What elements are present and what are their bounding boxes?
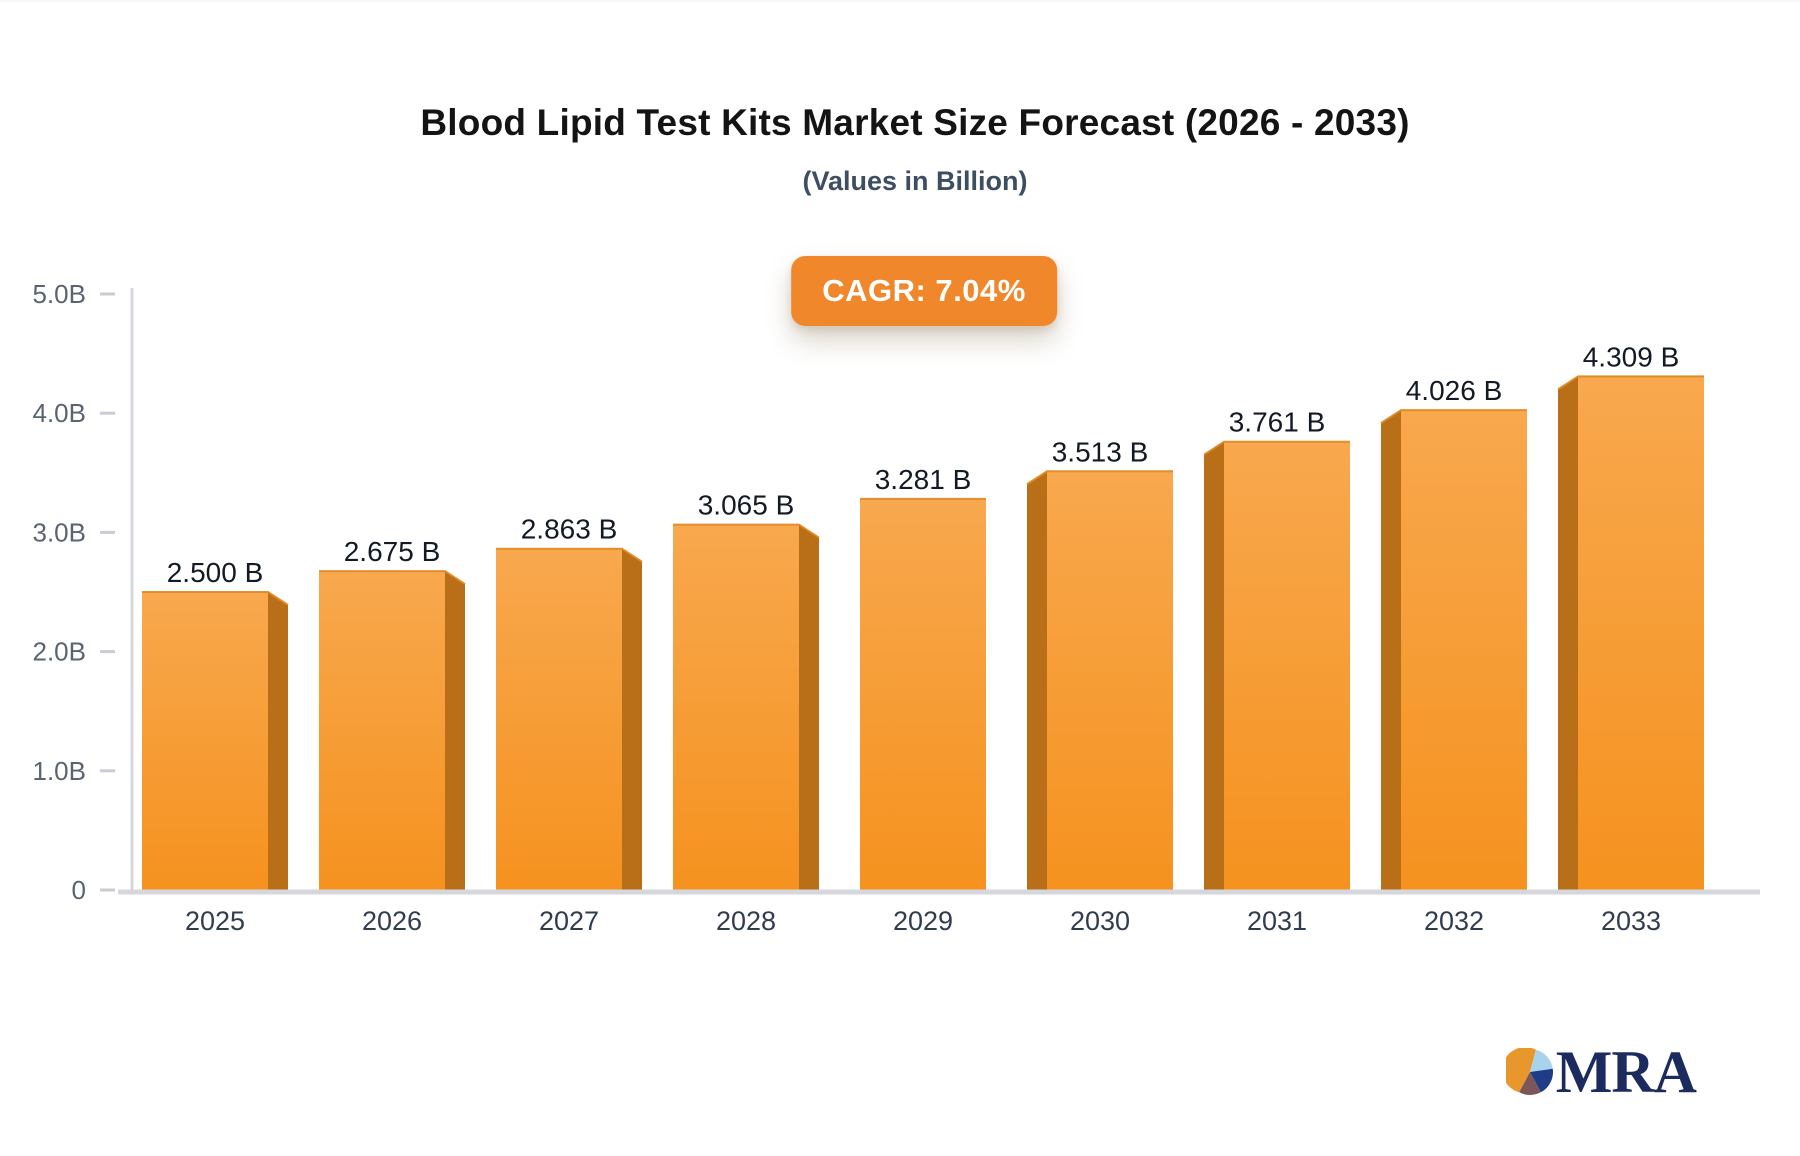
logo-pie-icon	[1505, 1048, 1553, 1096]
bar-value-label: 4.309 B	[1583, 341, 1680, 372]
bar-2026	[319, 571, 445, 890]
bar-2025	[142, 592, 268, 890]
bar-flank-2030	[1027, 471, 1047, 890]
cagr-badge: CAGR: 7.04%	[791, 256, 1057, 326]
bar-top-edge	[142, 591, 289, 606]
y-tick-label: 4.0B	[33, 398, 87, 428]
bar-flank-2026	[445, 571, 465, 890]
x-tick-label: 2025	[185, 906, 245, 936]
bar-value-label: 2.863 B	[521, 514, 618, 545]
bar-value-label: 4.026 B	[1406, 375, 1503, 406]
x-tick-label: 2029	[893, 906, 953, 936]
bar-flank-2031	[1204, 441, 1224, 890]
bar-2029	[860, 498, 986, 890]
bar-value-label: 3.065 B	[698, 490, 795, 521]
bar-top-edge	[673, 523, 820, 539]
y-tick-label: 2.0B	[33, 637, 87, 667]
bar-top-edge	[319, 570, 466, 585]
bar-2030	[1047, 471, 1173, 890]
bar-flank-2028	[799, 524, 819, 890]
bar-value-label: 3.513 B	[1052, 436, 1149, 467]
bar-flank-2033	[1558, 376, 1578, 890]
x-tick-label: 2032	[1424, 906, 1484, 936]
chart-header: Blood Lipid Test Kits Market Size Foreca…	[30, 102, 1800, 197]
bar-2031	[1224, 441, 1350, 890]
chart-title: Blood Lipid Test Kits Market Size Foreca…	[420, 102, 1410, 143]
y-tick-label: 5.0B	[33, 279, 87, 309]
y-tick-label: 3.0B	[33, 517, 87, 547]
bar-2028	[673, 524, 799, 890]
bar-flank-2025	[268, 592, 288, 890]
bar-top-edge	[1557, 375, 1704, 391]
bar-top-edge	[1380, 409, 1527, 424]
x-tick-label: 2033	[1601, 906, 1661, 936]
x-tick-label: 2028	[716, 906, 776, 936]
x-tick-label: 2027	[539, 906, 599, 936]
bar-flank-2027	[622, 548, 642, 890]
x-tick-label: 2030	[1070, 906, 1130, 936]
bar-2033	[1578, 376, 1704, 890]
x-tick-label: 2026	[362, 906, 422, 936]
bar-top-edge	[1026, 470, 1173, 486]
bar-value-label: 2.500 B	[167, 557, 264, 588]
bar-value-label: 3.281 B	[875, 464, 972, 495]
bar-flank-2032	[1381, 410, 1401, 890]
logo-text: MRA	[1555, 1039, 1697, 1105]
bar-value-label: 2.675 B	[344, 536, 441, 567]
x-tick-label: 2031	[1247, 906, 1307, 936]
y-tick-label: 0	[72, 875, 86, 905]
y-tick-label: 1.0B	[33, 756, 87, 786]
mra-logo: MRA	[1505, 1039, 1697, 1105]
bar-value-label: 3.761 B	[1229, 407, 1326, 438]
chart-subtitle: (Values in Billion)	[802, 166, 1028, 196]
bar-2032	[1401, 410, 1527, 890]
bar-2027	[496, 548, 622, 890]
bar-top-edge	[496, 547, 643, 563]
bar-top-edge	[1203, 440, 1350, 456]
